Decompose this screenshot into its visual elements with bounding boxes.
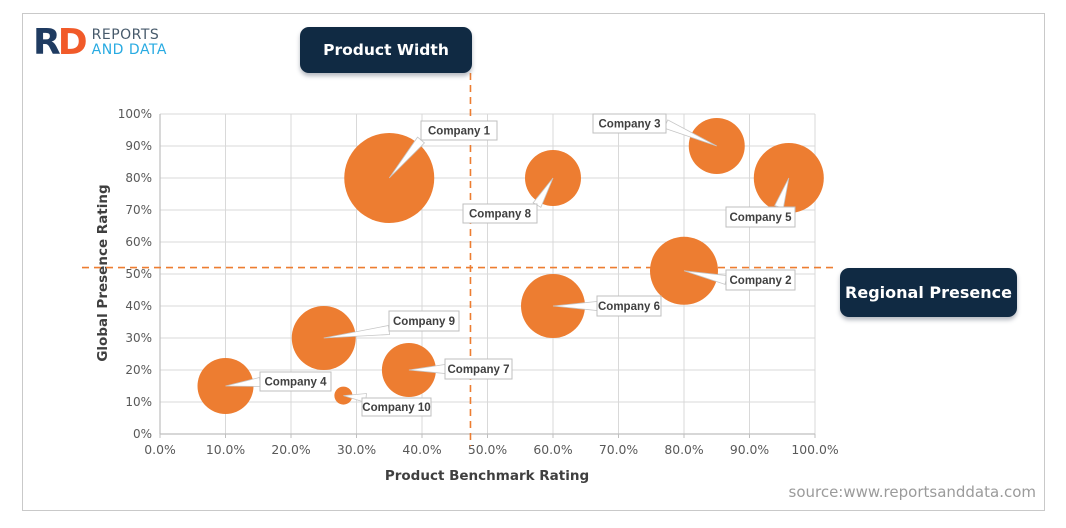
x-tick-label: 40.0% (402, 442, 442, 457)
logo-text: REPORTS AND DATA (92, 28, 167, 58)
label-text: Company 8 (469, 209, 532, 221)
x-tick-label: 60.0% (533, 442, 573, 457)
logo-line-and-data: AND DATA (91, 42, 167, 58)
chart-frame (22, 13, 1045, 511)
label-text: Company 7 (448, 364, 510, 376)
label-box (592, 113, 667, 134)
label-text: Company 6 (598, 301, 660, 313)
x-tick-label: 50.0% (468, 442, 508, 457)
label-box (259, 371, 332, 392)
y-tick-label: 100% (118, 107, 152, 121)
label-company-4: Company 4 (259, 371, 332, 392)
label-company-8: Company 8 (462, 203, 538, 224)
label-text: Company 9 (393, 316, 455, 328)
x-tick-label: 90.0% (730, 442, 770, 457)
label-company-3: Company 3 (592, 113, 667, 134)
x-tick-label: 70.0% (599, 442, 639, 457)
x-tick-label: 30.0% (337, 442, 377, 457)
y-tick-label: 0% (133, 427, 152, 441)
x-tick-label: 20.0% (271, 442, 311, 457)
logo-letter-d: D (57, 22, 88, 63)
label-box (725, 269, 796, 291)
label-text: Company 3 (599, 119, 661, 131)
label-box (725, 206, 796, 228)
y-tick-label: 80% (125, 171, 152, 185)
logo-mark-icon: R D (33, 22, 88, 63)
label-company-6: Company 6 (596, 295, 662, 317)
label-company-2: Company 2 (725, 269, 796, 291)
x-tick-label: 0.0% (144, 442, 176, 457)
y-tick-label: 10% (125, 395, 152, 409)
y-tick-label: 30% (125, 331, 152, 345)
x-tick-label: 80.0% (664, 442, 704, 457)
reports-and-data-logo: R D REPORTS AND DATA (33, 25, 167, 61)
label-box (361, 397, 432, 417)
label-box (462, 203, 538, 224)
logo-line-reports: REPORTS (91, 27, 160, 43)
label-text: Company 10 (362, 402, 430, 414)
tick-labels: 0% 10% 20% 30% 40% 50% 60% 70% 80% 90% 100% 0.0% 10.… (118, 107, 839, 457)
label-company-9: Company 9 (388, 310, 460, 332)
regional-presence-callout: Regional Presence (840, 268, 1017, 317)
label-company-7: Company 7 (444, 358, 513, 380)
label-text: Company 4 (265, 377, 328, 389)
source-attribution: source:www.reportsanddata.com (788, 483, 1037, 501)
label-company-10: Company 10 (361, 397, 432, 417)
label-box (596, 295, 662, 317)
x-axis-title: Product Benchmark Rating (385, 468, 589, 484)
label-company-1: Company 1 (420, 120, 498, 141)
x-tick-label: 100.0% (791, 442, 838, 457)
y-tick-label: 90% (125, 139, 152, 153)
y-tick-label: 50% (125, 267, 152, 281)
y-tick-label: 40% (125, 299, 152, 313)
leader-lines (225, 119, 790, 404)
y-axis-title: Global Presence Rating (95, 184, 111, 361)
x-tick-label: 10.0% (206, 442, 246, 457)
axes (159, 114, 816, 438)
product-width-callout: Product Width (300, 27, 472, 73)
y-tick-label: 20% (125, 363, 152, 377)
logo-letter-r: R (33, 22, 61, 63)
label-text: Company 5 (730, 212, 793, 224)
label-text: Company 2 (730, 275, 792, 287)
y-tick-label: 60% (125, 235, 152, 249)
y-tick-label: 70% (125, 203, 152, 217)
label-box (444, 358, 513, 380)
label-text: Company 1 (428, 126, 491, 138)
label-company-5: Company 5 (725, 206, 796, 228)
label-box (388, 310, 460, 332)
data-labels: Company 1 Company 2 Company 3 Company 4 Comp… (259, 113, 796, 417)
label-box (420, 120, 498, 141)
